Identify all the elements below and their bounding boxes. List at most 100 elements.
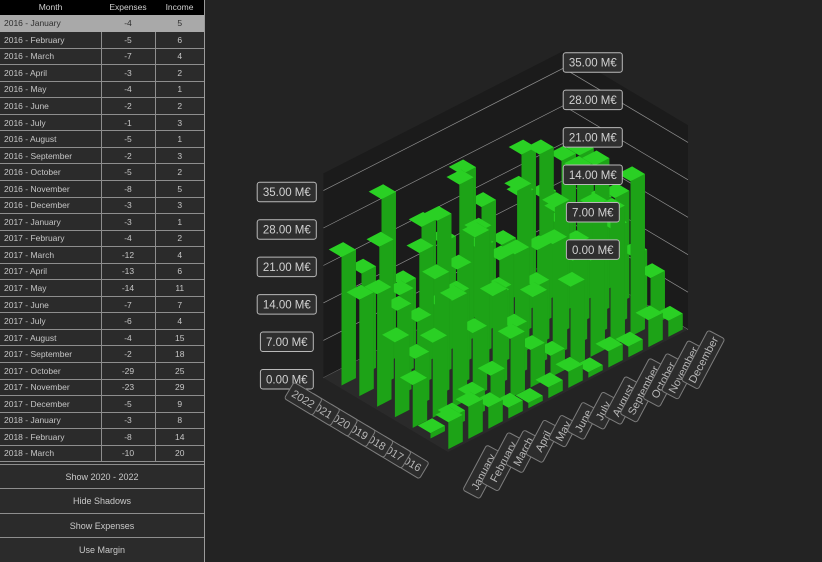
table-row[interactable]: 2017 - March -12 4	[0, 246, 204, 264]
chart-bars[interactable]	[328, 139, 683, 450]
table-row[interactable]: 2016 - September -2 3	[0, 147, 204, 165]
axis-tick-label: May	[548, 415, 578, 448]
bar-face-top	[435, 407, 463, 423]
bar[interactable]	[435, 407, 463, 450]
bar[interactable]	[515, 388, 543, 409]
table-row[interactable]: 2017 - May -14 11	[0, 279, 204, 297]
table-row[interactable]: 2017 - February -4 2	[0, 230, 204, 248]
bar[interactable]	[328, 242, 356, 386]
table-row[interactable]: 2017 - December -5 9	[0, 395, 204, 413]
sidebar-button-2[interactable]: Hide Shadows	[0, 488, 204, 513]
table-row[interactable]: 2016 - February -5 6	[0, 31, 204, 49]
label-plate	[562, 52, 623, 73]
table-row[interactable]: 2017 - January -3 1	[0, 213, 204, 231]
table-row[interactable]: 2016 - July -1 3	[0, 114, 204, 132]
table-row[interactable]: 2016 - June -2 2	[0, 97, 204, 115]
bar[interactable]	[346, 284, 374, 397]
sidebar-button-3[interactable]: Show Expenses	[0, 512, 204, 538]
table-row[interactable]: 2016 - March -7 4	[0, 48, 204, 66]
bar[interactable]	[557, 271, 585, 368]
table-row[interactable]: 2016 - January -4 5	[0, 15, 204, 33]
bar-face-front	[472, 325, 488, 398]
finance-table[interactable]: Month Expenses Income 2016 - January -4 5 2…	[0, 0, 204, 463]
bar-face-top	[615, 331, 643, 347]
bar-face-top	[497, 323, 525, 339]
cell-month: 2016 - September	[0, 147, 102, 165]
table-row[interactable]: 2016 - May -4 1	[0, 81, 204, 99]
sidebar-button-1[interactable]: Show 2020 - 2022	[0, 463, 204, 489]
cell-expenses: -7	[101, 296, 156, 314]
label-plate	[256, 181, 317, 203]
cell-expenses: -14	[101, 279, 156, 297]
bar[interactable]	[595, 336, 623, 368]
table-row[interactable]: 2018 - February -8 14	[0, 428, 204, 446]
table-row[interactable]: 2017 - July -6 4	[0, 312, 204, 330]
bar[interactable]	[615, 331, 643, 358]
cell-income: 4	[155, 312, 204, 330]
bar-face-top	[462, 222, 490, 238]
cell-expenses: -5	[101, 130, 156, 148]
bar[interactable]	[577, 245, 605, 357]
table-row[interactable]: 2017 - August -4 15	[0, 329, 204, 347]
label-text: 28.00 M€	[263, 225, 312, 237]
bar-face-top	[582, 150, 610, 166]
bar-face-front	[412, 377, 428, 428]
bar[interactable]	[364, 279, 392, 407]
bar[interactable]	[382, 327, 410, 418]
axis-tick-label: 0.00 M€	[565, 239, 620, 260]
bar[interactable]	[417, 418, 445, 439]
table-row[interactable]: 2017 - April -13 6	[0, 263, 204, 281]
bar[interactable]	[459, 318, 488, 398]
table-row[interactable]: 2016 - October -5 2	[0, 163, 204, 181]
label-plate	[256, 256, 317, 278]
table-row[interactable]: 2016 - November -8 5	[0, 180, 204, 198]
bar[interactable]	[539, 229, 568, 357]
label-text: 7.00 M€	[266, 337, 308, 349]
bar[interactable]	[455, 391, 483, 439]
axis-tick-label: 0.00 M€	[259, 368, 314, 390]
table-row[interactable]: 2017 - November -23 29	[0, 379, 204, 397]
table-row[interactable]: 2017 - September -2 18	[0, 345, 204, 363]
bar[interactable]	[479, 281, 508, 388]
column-header-income[interactable]: Income	[155, 0, 204, 15]
cell-month: 2016 - July	[0, 114, 102, 132]
bar[interactable]	[555, 356, 583, 388]
cell-expenses: -13	[101, 263, 156, 281]
column-header-expenses[interactable]: Expenses	[101, 0, 155, 15]
cell-expenses: -4	[101, 15, 156, 33]
table-row[interactable]: 2016 - December -3 3	[0, 197, 204, 215]
cell-month: 2016 - April	[0, 64, 102, 82]
table-row[interactable]: 2016 - August -5 1	[0, 130, 204, 148]
sidebar-button-4[interactable]: Use Margin	[0, 537, 204, 562]
table-row[interactable]: 2016 - April -3 2	[0, 64, 204, 82]
axis-tick-label: 35.00 M€	[256, 181, 317, 203]
column-header-month[interactable]: Month	[0, 0, 101, 15]
bar-face-front	[590, 253, 605, 357]
bar[interactable]	[399, 370, 428, 428]
chart-canvas[interactable]: 35.00 M€ 28.00 M€ 21.00 M€ 14.00 M€ 7.00 M€ 0…	[205, 0, 822, 562]
cell-month: 2017 - November	[0, 379, 102, 397]
bar[interactable]	[635, 305, 663, 348]
table-row[interactable]: 2017 - June -7 7	[0, 296, 204, 314]
cell-income: 2	[155, 230, 204, 248]
bar3d-chart[interactable]: 35.00 M€ 28.00 M€ 21.00 M€ 14.00 M€ 7.00 M€ 0…	[205, 0, 822, 562]
cell-income: 6	[155, 263, 204, 281]
bar[interactable]	[617, 166, 645, 337]
label-plate	[562, 89, 623, 111]
bar-face-front	[468, 399, 483, 439]
bar[interactable]	[439, 285, 468, 408]
cell-month: 2017 - June	[0, 296, 102, 314]
table-row[interactable]: 2017 - October -29 25	[0, 362, 204, 380]
bar[interactable]	[535, 372, 563, 399]
bar-face-front	[492, 288, 508, 388]
table-row[interactable]: 2018 - January -3 8	[0, 412, 204, 430]
bar[interactable]	[497, 323, 525, 398]
table-row[interactable]: 2018 - March -10 20	[0, 445, 204, 463]
bar-face-top	[455, 391, 483, 407]
bar[interactable]	[419, 327, 448, 418]
data-table-container[interactable]: Month Expenses Income 2016 - January -4 5 2…	[0, 0, 204, 463]
axis-tick-label: 35.00 M€	[562, 52, 623, 73]
bar-face-top	[635, 305, 663, 321]
label-plate	[562, 164, 623, 186]
